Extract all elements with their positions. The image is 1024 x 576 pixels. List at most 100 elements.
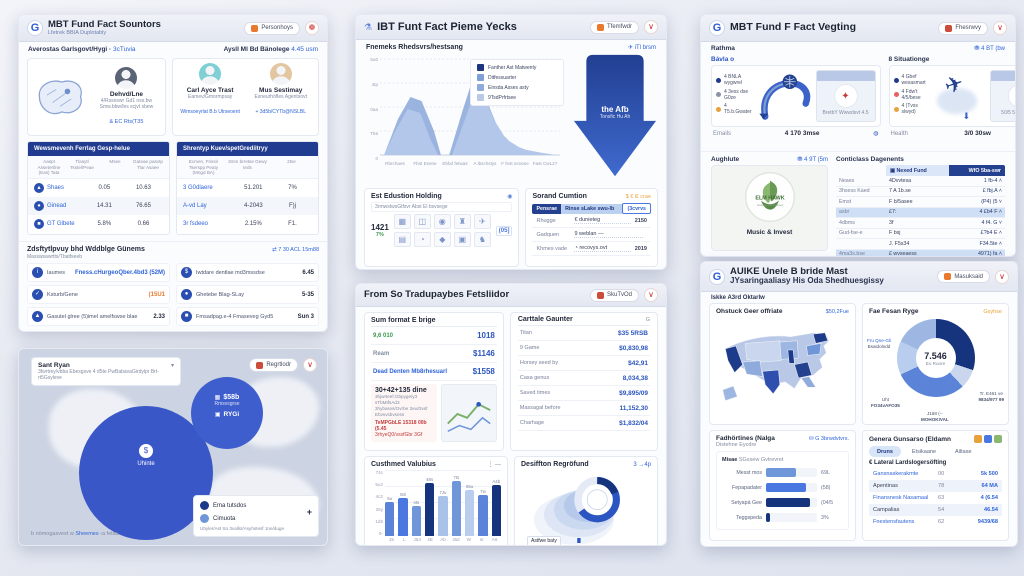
holding-item[interactable]: ■ Fmsadpag.e-4 Fmaseveg Gyd5 Sun 3 [176, 307, 319, 327]
regions-button[interactable]: Regrtlodr [249, 358, 298, 372]
document-row[interactable]: 3hsess Kaed 7 A 1b.se £ fbj.A ˄ [836, 187, 1005, 197]
collapse-button[interactable]: ∨ [995, 269, 1009, 284]
bar-column[interactable]: 50i [398, 470, 408, 536]
holding-tile-icon[interactable]: ◉ [433, 214, 451, 229]
bar-column[interactable]: 4ts [411, 470, 421, 536]
badge-button[interactable]: ❁ [305, 21, 319, 36]
mini-col[interactable]: (3cvrvs [622, 203, 651, 214]
holding-item[interactable]: ▲ Gasutel glree (5)imel amelfswse blae 2… [27, 307, 170, 327]
holding-tile-icon[interactable]: ♜ [453, 214, 471, 229]
bar-column[interactable]: 48s [424, 470, 435, 536]
document-row[interactable]: J. F5s34 F34.5te ˄ [836, 239, 1005, 250]
breadcrumb-link[interactable]: Sheemes [75, 531, 99, 537]
bar-column[interactable]: 7Ju [438, 470, 448, 536]
tab[interactable]: Druns [869, 446, 901, 458]
bar-column[interactable]: 55u [464, 470, 475, 536]
donut-chart[interactable]: 7.546 Eu Ruore [896, 319, 975, 398]
bar-column[interactable]: 7ts [451, 470, 461, 536]
collapse-button[interactable]: ∨ [644, 20, 658, 34]
hbar-row[interactable]: Fepapadater (58) [722, 483, 843, 493]
footer-icon[interactable]: ◍ [873, 131, 879, 137]
list-row[interactable]: Gansnaskerakmte 00 5k 500 [869, 468, 1002, 480]
list-row[interactable]: Campalias 54 46.54 [869, 504, 1002, 517]
holding-item[interactable]: $ Iwtdare dentlae md3mssdse 6.45 [176, 263, 319, 283]
action-button[interactable]: Personhoys [244, 21, 300, 35]
card-link[interactable]: 3 →4p [633, 461, 651, 468]
holding-tile-icon[interactable]: ▦ [393, 214, 411, 229]
holdings-link[interactable]: ⇄ 7 30 ACL 15m88 [272, 246, 319, 253]
document-row[interactable]: Gud-fse-e F bsj £?b4 E ˄ [836, 229, 1005, 239]
document-row[interactable]: 4ma3s.bse £ wvseaess 4971) fa ˄ [836, 249, 1005, 256]
section-link-right[interactable]: 4.45 usm [291, 46, 318, 54]
bar-column[interactable]: 7w [478, 470, 488, 536]
card-link[interactable]: Gsyhse [983, 308, 1002, 315]
holding-tile-icon[interactable]: ◆ [433, 232, 451, 247]
holding-tile-icon[interactable]: ◔ [413, 232, 431, 247]
bubble-small[interactable]: ▦ $58b Rmsvsgrse ▣ RYGi [191, 377, 263, 449]
document-row[interactable]: asbr £7: 4 £b4 F ˄ [836, 207, 1005, 218]
bubble-large[interactable]: $ Uhinte [79, 406, 213, 540]
column-header[interactable]: WfO 5ba-swr [949, 165, 1005, 176]
zoom-in-button[interactable]: + [306, 507, 312, 517]
row-label[interactable]: Ginead [47, 203, 67, 210]
row-label[interactable]: Shaes [47, 185, 65, 192]
legend-item[interactable]: Cimuota [200, 514, 246, 523]
legend-item[interactable]: Fanther Ast Matwenty [477, 64, 557, 71]
bar-column[interactable]: A4b [491, 470, 501, 536]
holding-tile-icon[interactable]: ♞ [473, 232, 491, 247]
hbar-row[interactable]: Messt mos 69L [722, 468, 843, 478]
card-link[interactable]: ⛁ G 3brwdvtvrs. [808, 435, 849, 442]
tab[interactable]: Etsikaane [911, 448, 937, 455]
legend-item[interactable]: Einsda Asses asty [477, 84, 557, 91]
hbar-row[interactable]: Setyapá Gee (04/5 [722, 498, 843, 508]
row-value: 64 MA [981, 483, 998, 490]
row-label[interactable]: A-vd Lay [183, 203, 207, 210]
tab[interactable]: Ailtase [955, 448, 972, 455]
us-choropleth-map[interactable] [716, 315, 849, 415]
holding-tile-icon[interactable]: ✈ [473, 214, 491, 229]
holding-item[interactable]: i Iaumes Fness.cHurgeoQber.4bd3 (52M) [27, 263, 170, 283]
collapse-button[interactable]: ∨ [644, 288, 658, 302]
u-icon[interactable] [974, 435, 982, 444]
action-button[interactable]: Fhesrwvy [938, 21, 988, 35]
list-row[interactable]: Apentinas 78 64 MA [869, 480, 1002, 493]
row-label[interactable]: GT Glbete [47, 221, 75, 228]
holding-tile-icon[interactable]: ▤ [393, 232, 411, 247]
legend-item[interactable]: 9TsdPrfrtsee [477, 94, 557, 101]
collapse-button[interactable]: ∨ [993, 21, 1007, 35]
chart-link[interactable]: ✈ iTl brsm [627, 45, 656, 51]
document-row[interactable]: Neaes 4Dvvtesa 1 fb-4 ˄ [836, 176, 1005, 187]
section-link-left[interactable]: 3cTuvia [113, 46, 136, 54]
row-label[interactable]: 3r fsdeeo [183, 221, 209, 228]
action-button[interactable]: SkuTvOd [589, 288, 639, 302]
list-row[interactable]: Fnestensfautens 62 9439/68 [869, 516, 1002, 528]
holding-item[interactable]: ✓ Ksturb/Gene (15U1 [27, 285, 170, 305]
info-icon[interactable]: ▾ [170, 363, 174, 369]
person-link[interactable]: & EC Rts(T35 [109, 118, 144, 125]
brand-link[interactable]: ⛃ 4 9T (5m [797, 157, 828, 163]
person-link[interactable]: Wimsoeyrlat B.b Utrseoent [180, 109, 240, 116]
legend-item[interactable]: Ditfessuarter [477, 74, 557, 81]
d-icon[interactable] [994, 435, 1002, 444]
action-button[interactable]: Tfemfwdr [589, 20, 639, 34]
holding-tile-icon[interactable]: ◫ [413, 214, 431, 229]
legend-item[interactable]: Ema tutsdos [200, 501, 246, 510]
holding-item[interactable]: ● Ghetebe Blag-SLay 5-35 [176, 285, 319, 305]
menu-icon[interactable]: ⋮ — [487, 462, 501, 468]
person-link[interactable]: + 3d5b/CYTb@NSLBL [255, 109, 306, 116]
row-label[interactable]: 3 G0dlaere [183, 185, 213, 192]
hbar-row[interactable]: Teggspeda 3% [722, 513, 843, 523]
info-icon[interactable]: ◉ [507, 194, 513, 200]
section-link[interactable]: ⛃ 4 BT (bw [974, 46, 1005, 52]
bar-column[interactable]: 5u [385, 470, 395, 536]
document-row[interactable]: 4dbms 3f 4 f4. G ˅ [836, 218, 1005, 229]
card-link[interactable]: $50,2Fue [825, 308, 849, 315]
mini-icon[interactable]: G [645, 316, 650, 323]
document-row[interactable]: Emst F b/5asee (P4) (5 ˅ [836, 197, 1005, 208]
list-row[interactable]: Finansnesk Nasamaal 63 4 (6.54 [869, 492, 1002, 504]
t-icon[interactable] [984, 435, 992, 444]
column-header[interactable]: ▣ Nexed Fund [886, 165, 949, 176]
holding-tile-icon[interactable]: ▣ [453, 232, 471, 247]
action-button[interactable]: Masuksaid [937, 270, 990, 284]
collapse-button[interactable]: ∨ [303, 358, 317, 372]
